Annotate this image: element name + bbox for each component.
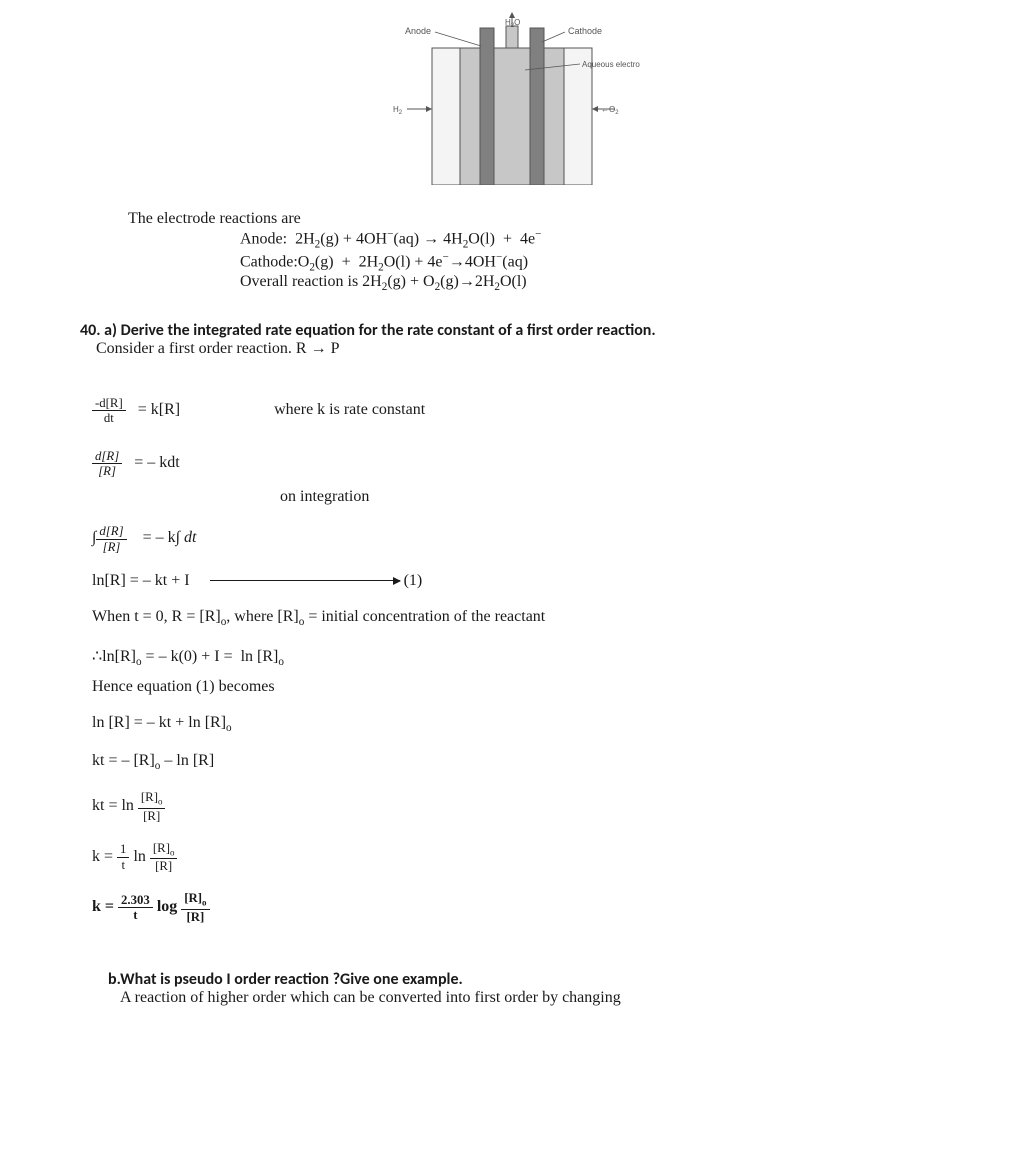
cathode-line: Cathode:O2(g) + 2H2O(l) + 4e−→4OH−(aq): [240, 251, 944, 274]
k3-ratio-den: [R]: [150, 859, 178, 873]
lnR-eq1: ln[R] = – kt + I (1): [92, 572, 944, 590]
anode-line: Anode: 2H2(g) + 4OH−(aq) → 4H2O(l) + 4e−: [240, 228, 944, 251]
rate-eq: -d[R]dt = k[R] where k is rate constant: [92, 396, 944, 425]
electrolyte-label: Aqueous electrolyte: [582, 60, 640, 69]
int-dt: dt: [184, 530, 196, 547]
fuel-cell-diagram: Anode Cathode H2O Aqueous electrolyte H2…: [80, 10, 944, 190]
cathode-label: Cathode: [568, 26, 602, 36]
anode-tag: Anode:: [240, 230, 287, 247]
lnR-eq2: ln [R] = – kt + ln [R]o: [92, 714, 944, 734]
kf-den: t: [118, 908, 153, 922]
kf-pre: k =: [92, 898, 114, 915]
lnR-lhs: ln[R] = – kt + I: [92, 572, 190, 589]
sep-den: [R]: [92, 464, 122, 478]
kf-num: 2.303: [118, 893, 153, 908]
rate-num: -d[R]: [92, 396, 126, 411]
anode-label: Anode: [405, 26, 431, 36]
k3-den: t: [117, 858, 129, 872]
kt-eq2: kt = ln [R]o[R]: [92, 790, 944, 822]
q40-consider: Consider a first order reaction. R → P: [96, 340, 944, 358]
kt2-pre: kt = ln: [92, 797, 134, 814]
cathode-tag: Cathode:: [240, 253, 298, 270]
q40b-body: A reaction of higher order which can be …: [120, 989, 944, 1007]
o2-label: ←O2: [601, 105, 619, 116]
sep-eq: d[R][R] = – kdt: [92, 449, 944, 478]
sep-rhs: = – kdt: [134, 455, 179, 472]
electrode-intro: The electrode reactions are: [128, 210, 944, 228]
int-den: [R]: [96, 540, 126, 554]
arrow-to-1: [210, 580, 400, 581]
sep-num: d[R]: [92, 449, 122, 464]
k3-pre: k =: [92, 848, 113, 865]
kf-ratio-den: [R]: [181, 910, 209, 924]
int-num: d[R]: [96, 524, 126, 539]
q40-heading: 40. a) Derive the integrated rate equati…: [80, 321, 944, 340]
h2-label: H2: [393, 105, 403, 116]
page-root: Anode Cathode H2O Aqueous electrolyte H2…: [0, 0, 1024, 1007]
k-final: k = 2.303t log [R]o[R]: [92, 891, 944, 923]
eq1-marker: (1): [404, 572, 423, 589]
q40b-heading: b.What is pseudo I order reaction ?Give …: [108, 970, 944, 989]
rate-note: where k is rate constant: [274, 401, 425, 418]
overall-line: Overall reaction is 2H2(g) + O2(g)→2H2O(…: [240, 273, 944, 293]
int-eq: ∫d[R][R] = – k∫ dt: [92, 524, 944, 553]
so-ln: ∴ln[R]o = – k(0) + I = ln [R]o: [92, 646, 944, 668]
fuel-cell-svg: Anode Cathode H2O Aqueous electrolyte H2…: [385, 10, 640, 185]
kt-eq1: kt = – [R]o – ln [R]: [92, 752, 944, 772]
rate-den: dt: [92, 411, 126, 425]
k3-num: 1: [117, 842, 129, 857]
rate-rhs: = k[R]: [138, 401, 180, 418]
int-rhs: = – k∫: [143, 530, 180, 547]
k3-mid: ln: [133, 848, 145, 865]
when-t0: When t = 0, R = [R]o, where [R]o = initi…: [92, 608, 944, 628]
hence: Hence equation (1) becomes: [92, 678, 944, 696]
kf-mid: log: [157, 898, 181, 915]
k-eq3: k = 1t ln [R]o[R]: [92, 841, 944, 873]
kt2-den: [R]: [138, 809, 166, 823]
on-integration: on integration: [280, 488, 944, 506]
